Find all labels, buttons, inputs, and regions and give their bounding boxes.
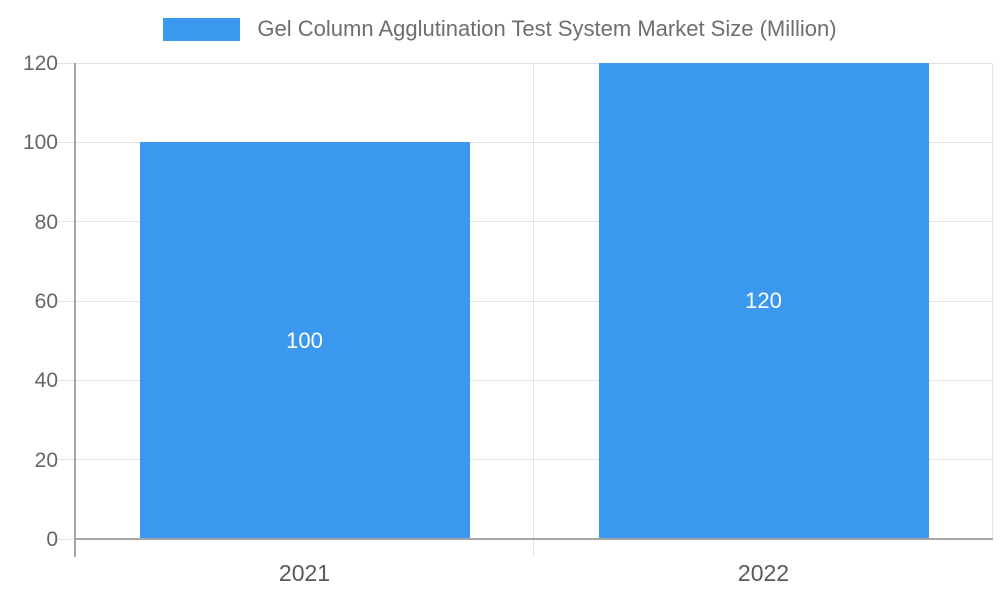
x-axis-label: 2021 [278,560,331,586]
gridline [75,221,993,223]
y-axis-tick-label: 100 [22,131,58,155]
y-axis-tick [55,62,75,64]
y-axis-tick [55,141,75,143]
bar-value-label: 100 [286,327,323,353]
y-axis-tick [55,459,75,461]
gridline [992,63,993,539]
bar-2022[interactable]: 120 [598,63,929,539]
gridline [75,379,993,381]
y-axis-tick-label: 60 [34,290,58,313]
gridline [75,459,993,461]
y-axis-line [74,63,76,557]
gridline [75,300,993,302]
y-axis-tick [55,538,75,540]
x-axis-label: 2022 [737,560,790,586]
y-axis-tick [55,300,75,302]
x-axis-line [75,538,993,540]
y-axis-tick-label: 80 [34,210,58,234]
y-axis-tick-label: 40 [34,369,58,393]
bar-value-label: 120 [745,288,782,313]
y-axis-tick [55,379,75,381]
y-axis-tick [55,221,75,223]
y-axis-tick-label: 20 [34,448,58,472]
y-axis-tick-label: 120 [22,52,58,75]
legend-swatch-icon [163,17,241,41]
gridline [75,62,993,64]
gridline [533,63,534,557]
y-axis-tick-label: 0 [46,528,58,551]
legend-label: Gel Column Agglutination Test System Mar… [257,16,837,41]
gridline [75,141,993,143]
legend-item[interactable]: Gel Column Agglutination Test System Mar… [0,16,1000,42]
bar-2021[interactable]: 100 [139,142,470,539]
